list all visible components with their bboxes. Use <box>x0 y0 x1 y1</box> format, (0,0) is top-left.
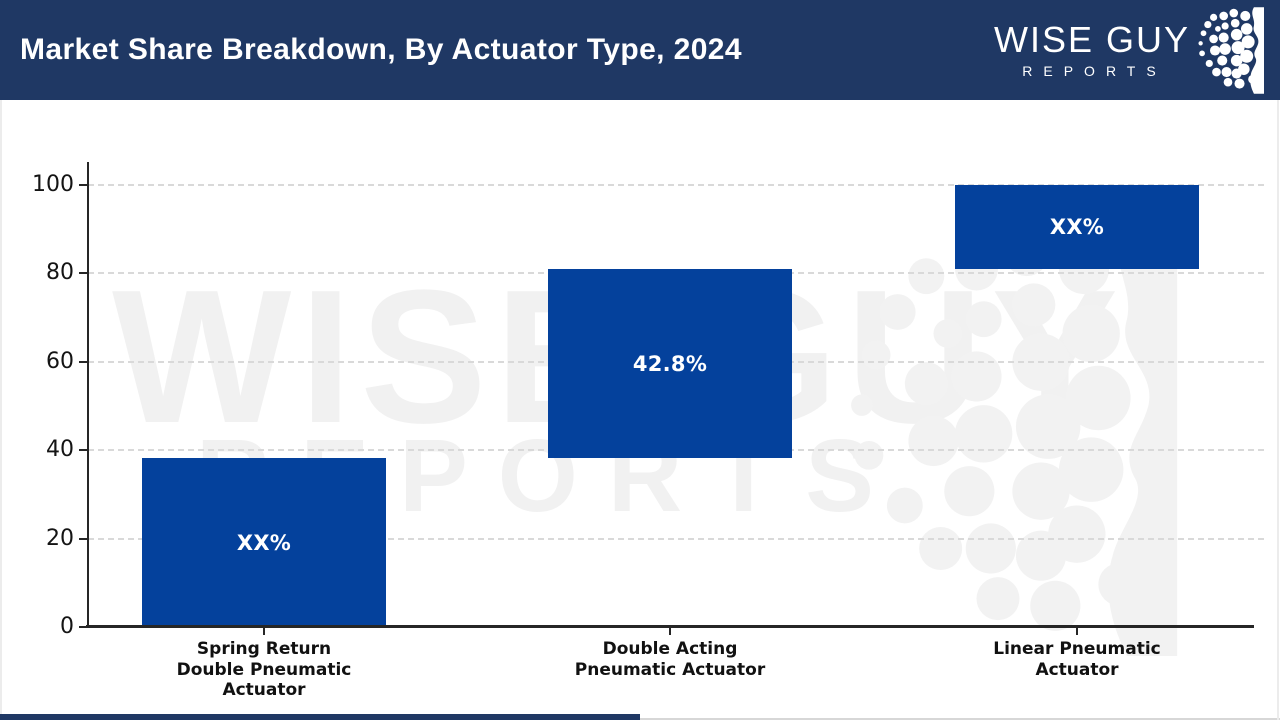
x-category-line: Double Acting <box>602 639 738 659</box>
y-tick-mark <box>79 537 88 540</box>
y-tick-label: 100 <box>32 172 74 197</box>
x-category-line: Spring Return <box>196 639 332 659</box>
logo-text: WISE GUY REPORTS <box>993 18 1190 79</box>
y-tick-mark <box>79 184 88 186</box>
y-axis-line <box>87 162 89 628</box>
x-category-line: Actuator <box>222 680 306 700</box>
y-tick-mark <box>79 360 88 363</box>
x-category-line: Double Pneumatic <box>176 659 352 680</box>
gridline-20 <box>88 537 1264 540</box>
bar-value-label: XX% <box>236 530 292 555</box>
footer-accent-bar <box>0 714 640 720</box>
bar-segment: XX% <box>142 458 386 627</box>
y-tick-label: 20 <box>46 525 74 551</box>
x-category-line: Linear Pneumatic <box>993 639 1161 659</box>
x-category-line: Pneumatic Actuator <box>574 659 766 680</box>
left-edge-border <box>0 100 2 720</box>
bar-value-label: XX% <box>1049 214 1105 239</box>
x-category-label: Linear Pneumatic Actuator <box>927 639 1227 680</box>
y-tick-mark <box>79 272 88 275</box>
bar-segment: XX% <box>955 185 1199 269</box>
y-tick-label: 60 <box>46 348 74 374</box>
x-tick-mark <box>669 628 671 635</box>
y-tick-label: 0 <box>60 614 74 639</box>
x-tick-mark <box>263 628 265 635</box>
footer-divider <box>0 718 1280 720</box>
wiseguy-face-icon <box>1192 7 1264 94</box>
y-tick-label: 40 <box>46 437 74 463</box>
bar-segment: 42.8% <box>548 268 792 459</box>
header-bar: Market Share Breakdown, By Actuator Type… <box>0 0 1280 100</box>
y-tick-mark <box>79 626 88 628</box>
x-tick-mark <box>1076 628 1078 635</box>
x-category-label: Spring Return Double Pneumatic Actuator <box>114 639 414 701</box>
logo-reports-text: REPORTS <box>1022 62 1167 79</box>
x-axis-line <box>86 625 1254 628</box>
y-tick-mark <box>79 449 88 452</box>
y-tick-label: 80 <box>46 260 74 286</box>
x-category-line: Actuator <box>1035 659 1119 680</box>
right-edge-border <box>1277 100 1279 720</box>
bar-value-label: 42.8% <box>632 351 708 376</box>
wiseguy-logo: WISE GUY REPORTS <box>994 0 1264 100</box>
watermark-face-icon <box>812 226 1184 656</box>
page-title: Market Share Breakdown, By Actuator Type… <box>20 33 742 66</box>
logo-wiseguy-text: WISE GUY <box>993 18 1190 60</box>
x-category-label: Double Acting Pneumatic Actuator <box>520 639 820 680</box>
gridline-100 <box>88 184 1264 186</box>
